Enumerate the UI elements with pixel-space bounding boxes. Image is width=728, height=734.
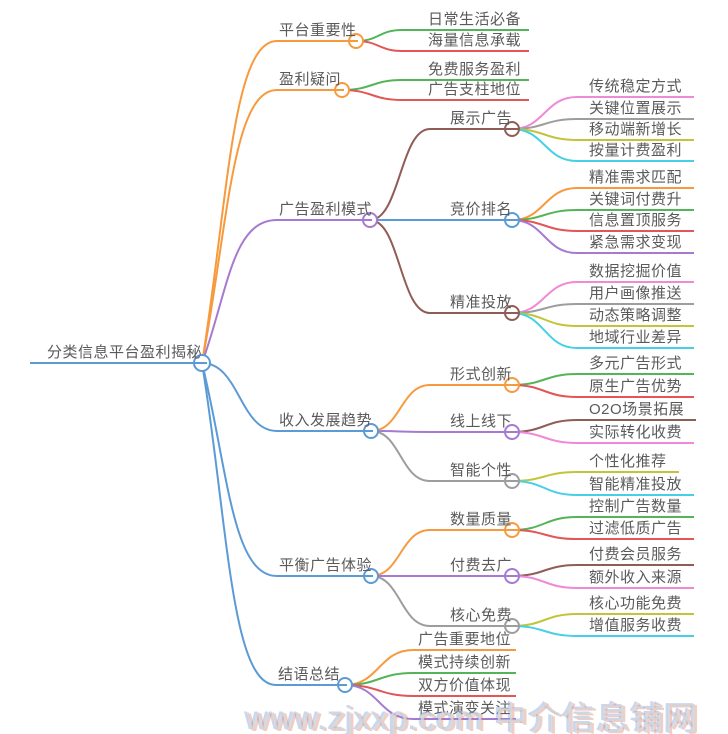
node-smart-personalization[interactable]: 智能个性	[430, 463, 518, 482]
edge-multi-ad-formats	[511, 373, 578, 386]
node-paid-ad-removal[interactable]: 付费去广	[430, 558, 518, 577]
edge-display-ads	[369, 128, 431, 221]
edge-precise-targeting	[369, 219, 431, 314]
node-mobile-new-growth[interactable]: 移动端新增长	[577, 122, 695, 141]
node-paid-membership-service[interactable]: 付费会员服务	[577, 547, 695, 566]
node-revenue-trend[interactable]: 收入发展趋势	[277, 413, 373, 432]
node-precise-demand-match[interactable]: 精准需求匹配	[577, 170, 695, 189]
edge-core-free	[370, 575, 431, 627]
node-core-function-free[interactable]: 核心功能免费	[577, 596, 695, 615]
node-data-mining-value[interactable]: 数据挖掘价值	[577, 264, 695, 283]
edge-smart-precise-targeting	[511, 480, 578, 496]
edge-ad-pillar-status	[341, 89, 403, 101]
node-quantity-quality[interactable]: 数量质量	[430, 512, 518, 531]
node-platform-importance[interactable]: 平台重要性	[277, 23, 358, 42]
node-mutual-value-reflection[interactable]: 双方价值体现	[413, 678, 517, 697]
node-root-topic[interactable]: 分类信息平台盈利揭秘	[30, 345, 207, 364]
node-core-free[interactable]: 核心免费	[430, 608, 518, 627]
edge-value-added-fee	[511, 625, 578, 637]
node-free-service-profit[interactable]: 免费服务盈利	[402, 62, 530, 81]
node-control-ad-quantity[interactable]: 控制广告数量	[577, 499, 695, 518]
edge-native-ad-advantage	[511, 384, 578, 398]
edge-revenue-trend	[201, 362, 278, 432]
edge-user-profile-push	[511, 303, 578, 314]
node-format-innovation[interactable]: 形式创新	[430, 367, 518, 386]
node-precise-targeting[interactable]: 精准投放	[430, 295, 518, 314]
node-massive-info-carrier[interactable]: 海量信息承载	[402, 33, 530, 52]
edge-personalized-recommend	[511, 471, 578, 482]
node-keyword-paid-boost[interactable]: 关键词付费升	[577, 192, 695, 211]
node-region-industry-diff[interactable]: 地域行业差异	[577, 330, 695, 349]
edge-core-function-free	[511, 613, 578, 627]
edge-smart-personalization	[370, 430, 431, 482]
node-profit-question[interactable]: 盈利疑问	[277, 72, 344, 91]
node-value-added-fee[interactable]: 增值服务收费	[577, 618, 695, 637]
edge-balance-ad-experience	[201, 362, 278, 577]
edge-pay-per-volume	[511, 128, 578, 162]
node-balance-ad-experience[interactable]: 平衡广告体验	[277, 558, 373, 577]
edge-region-industry-diff	[511, 312, 578, 349]
node-personalized-recommend[interactable]: 个性化推荐	[577, 454, 679, 473]
node-extra-income-source[interactable]: 额外收入来源	[577, 570, 695, 589]
node-bidding-rank[interactable]: 竞价排名	[430, 202, 518, 221]
node-model-continuous-innovation[interactable]: 模式持续创新	[413, 655, 517, 674]
node-urgent-demand-monetize[interactable]: 紧急需求变现	[577, 235, 695, 254]
edge-extra-income-source	[511, 575, 578, 589]
edge-o2o-scene-expand	[511, 419, 578, 433]
node-ad-important-status[interactable]: 广告重要地位	[413, 632, 517, 651]
edge-urgent-demand-monetize	[511, 219, 578, 254]
node-traditional-stable[interactable]: 传统稳定方式	[577, 79, 695, 98]
node-smart-precise-targeting[interactable]: 智能精准投放	[577, 477, 695, 496]
node-multi-ad-formats[interactable]: 多元广告形式	[577, 356, 695, 375]
edge-ad-profit-model	[201, 219, 278, 364]
edge-format-innovation	[370, 384, 431, 432]
node-ad-pillar-status[interactable]: 广告支柱地位	[402, 82, 530, 101]
node-daily-life-essential[interactable]: 日常生活必备	[402, 12, 530, 31]
node-actual-conversion-fee[interactable]: 实际转化收费	[577, 425, 695, 444]
edge-actual-conversion-fee	[511, 431, 578, 444]
edge-profit-question	[201, 89, 278, 364]
node-online-offline[interactable]: 线上线下	[430, 414, 518, 433]
node-conclusion[interactable]: 结语总结	[276, 667, 347, 686]
edge-paid-membership-service	[511, 564, 578, 577]
node-display-ads[interactable]: 展示广告	[430, 111, 518, 130]
node-model-evolution-watch[interactable]: 模式演变关注	[413, 701, 517, 720]
node-dynamic-strategy-adjust[interactable]: 动态策略调整	[577, 308, 695, 327]
node-o2o-scene-expand[interactable]: O2O场景拓展	[577, 402, 697, 421]
node-info-top-service[interactable]: 信息置顶服务	[577, 213, 695, 232]
node-filter-low-quality-ads[interactable]: 过滤低质广告	[577, 521, 695, 540]
node-ad-profit-model[interactable]: 广告盈利模式	[277, 202, 372, 221]
edge-free-service-profit	[341, 79, 403, 91]
node-native-ad-advantage[interactable]: 原生广告优势	[577, 379, 695, 398]
edge-control-ad-quantity	[511, 516, 578, 531]
edge-platform-importance	[201, 40, 278, 364]
edge-model-evolution-watch	[344, 684, 414, 720]
edge-conclusion	[201, 362, 277, 686]
node-key-position-display[interactable]: 关键位置展示	[577, 101, 695, 120]
edge-quantity-quality	[370, 529, 431, 577]
node-pay-per-volume[interactable]: 按量计费盈利	[577, 143, 695, 162]
edge-filter-low-quality-ads	[511, 529, 578, 540]
node-user-profile-push[interactable]: 用户画像推送	[577, 286, 695, 305]
